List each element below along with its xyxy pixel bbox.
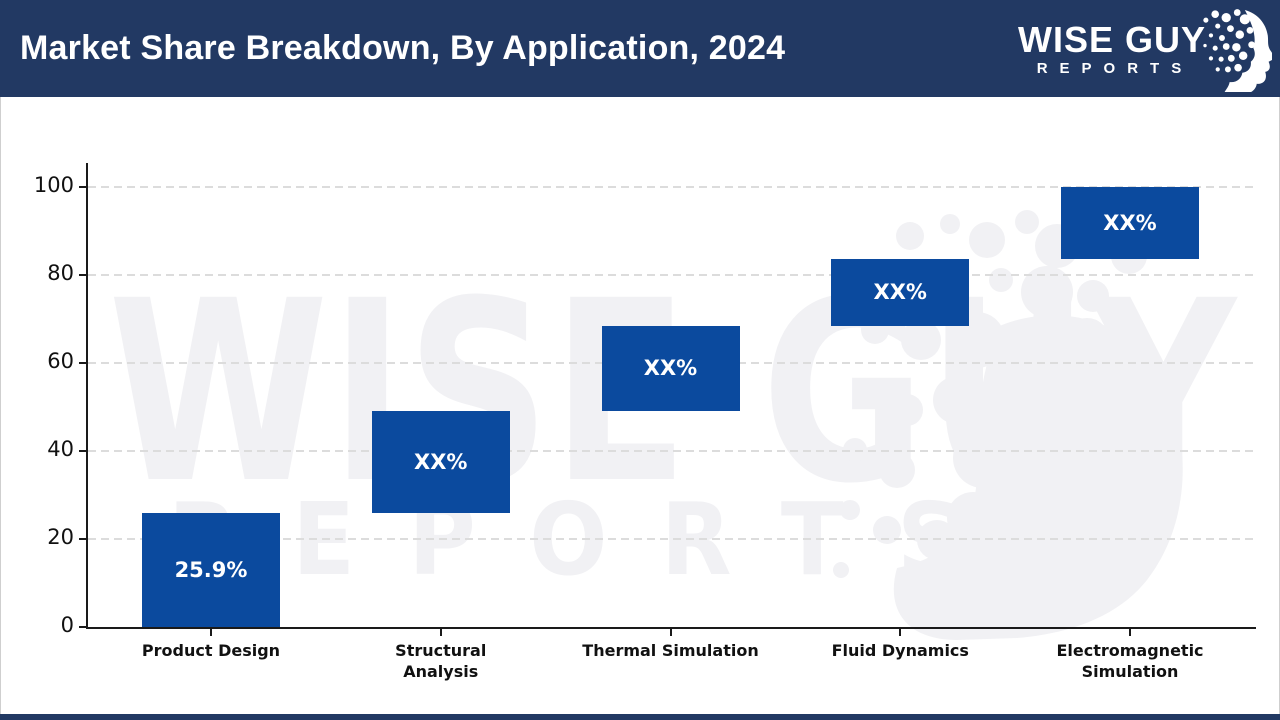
header-bar: Market Share Breakdown, By Application, …: [0, 0, 1280, 97]
bar-value-label: 25.9%: [174, 558, 248, 582]
x-category-label-line: Product Design: [141, 641, 281, 660]
y-gridline: [88, 186, 1256, 188]
y-tick-mark: [79, 186, 87, 188]
x-category-label-line: Analysis: [403, 662, 479, 681]
x-category-label-line: Electromagnetic: [1056, 641, 1204, 660]
x-category-label-line: Simulation: [1081, 662, 1179, 681]
bar-value-label: XX%: [414, 449, 468, 474]
x-category-label-line: Thermal Simulation: [582, 641, 759, 660]
x-category-label: Product Design: [96, 640, 326, 661]
y-tick-mark: [79, 450, 87, 452]
logo-text: WISE GUY REPORTS: [1017, 18, 1206, 77]
bar-segment: XX%: [831, 259, 970, 326]
wise-guy-reports-logo: WISE GUY REPORTS: [1018, 0, 1272, 97]
bar-segment: XX%: [601, 325, 740, 411]
x-category-label-line: Structural: [395, 641, 487, 660]
x-tick-mark: [1129, 629, 1131, 636]
y-tick-label: 60: [47, 349, 74, 373]
y-gridline: [88, 538, 1256, 540]
x-category-label: Thermal Simulation: [556, 640, 786, 661]
dotted-head-icon: [1203, 8, 1272, 92]
y-tick-label: 20: [47, 525, 74, 549]
y-gridline: [88, 274, 1256, 276]
footer-bar: [0, 714, 1280, 720]
page-title: Market Share Breakdown, By Application, …: [20, 29, 786, 67]
y-gridline: [88, 450, 1256, 452]
y-tick-mark: [79, 274, 87, 276]
x-tick-mark: [439, 629, 442, 636]
bar-segment: XX%: [1061, 187, 1199, 260]
y-tick-mark: [79, 362, 87, 364]
y-tick-mark: [79, 626, 87, 628]
bar-segment: XX%: [371, 410, 510, 514]
y-axis-line: [86, 163, 88, 629]
y-tick-label: 40: [47, 437, 74, 461]
bar-value-label: XX%: [873, 280, 927, 305]
x-category-label-line: Fluid Dynamics: [831, 641, 969, 660]
y-tick-label: 100: [33, 173, 74, 197]
x-category-label: Fluid Dynamics: [785, 640, 1015, 661]
x-tick-mark: [669, 629, 672, 636]
logo-wordmark: WISE GUY: [1017, 18, 1206, 60]
x-category-label: Structural Analysis: [326, 640, 556, 682]
x-tick-mark: [899, 629, 902, 636]
y-tick-mark: [79, 538, 87, 540]
y-tick-label: 80: [47, 261, 74, 285]
x-tick-mark: [210, 629, 212, 636]
bar-value-label: XX%: [1103, 211, 1157, 236]
bar-segment: 25.9%: [142, 513, 280, 627]
bar-value-label: XX%: [643, 356, 698, 381]
x-axis-line: [86, 627, 1256, 629]
y-tick-label: 0: [60, 613, 74, 637]
x-category-label: Electromagnetic Simulation: [1015, 640, 1245, 682]
logo-subtitle: REPORTS: [1036, 59, 1194, 77]
